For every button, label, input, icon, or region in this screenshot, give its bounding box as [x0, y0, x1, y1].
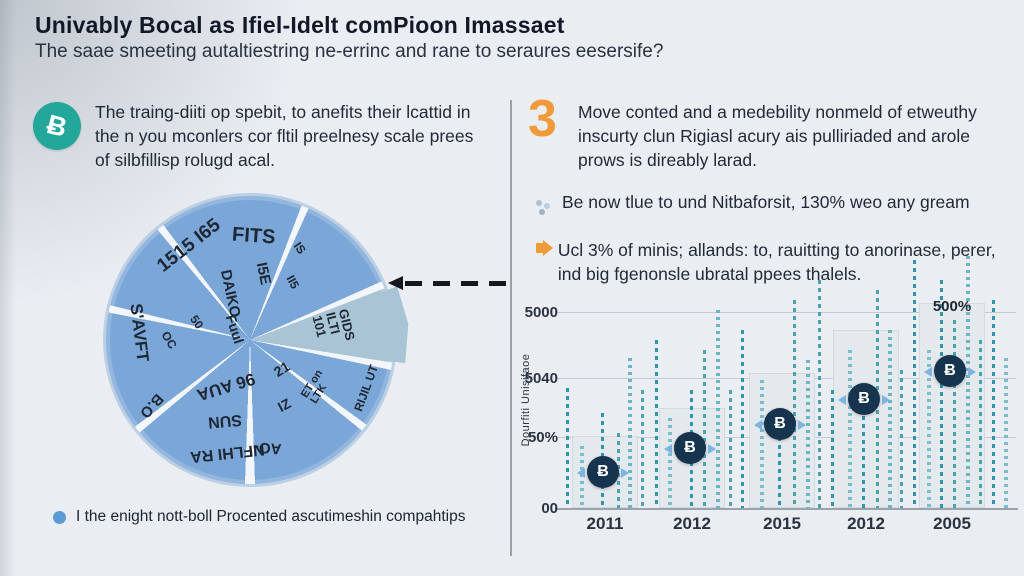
x-tick-label: 2011 [586, 514, 624, 533]
pie-slice-label: 50 [187, 312, 207, 332]
teal-dash-column [668, 418, 672, 508]
teal-dash-column [848, 350, 852, 508]
y-tick-label: 00 [541, 500, 558, 517]
bitcoin-glyph: Ƀ [44, 108, 71, 143]
bitcoin-badge-icon: Ƀ [838, 383, 890, 415]
x-tick-label: 2005 [933, 514, 971, 533]
teal-dash-column [953, 320, 956, 508]
y-tick-label: 50% [527, 429, 558, 446]
teal-dash-column [566, 388, 569, 508]
bitcoin-badge-icon: Ƀ [924, 355, 976, 387]
teal-dash-column [806, 360, 810, 508]
pie-slice-label: 21 [270, 358, 293, 380]
arrowhead-icon [388, 276, 403, 290]
pie-chart: 1515 I65 FITS I5E IS II5 DAIKO 50 Fuul S'AVFT OC 9… [103, 193, 409, 487]
y-tick-label: 5040 [524, 370, 558, 387]
y-tick-label: 5000 [524, 304, 558, 321]
bitcoin-badge-icon: Ƀ [577, 456, 629, 488]
teal-dash-column [760, 380, 764, 508]
page-subtitle: The saae smeeting autaltiestring ne-erri… [35, 41, 664, 62]
teal-dash-column [741, 330, 744, 508]
bitcoin-badge-icon: Ƀ [754, 408, 806, 440]
arrow-dashes [405, 280, 508, 286]
pie-slice-label: 96 AUA [194, 368, 258, 405]
teal-dash-column [979, 340, 982, 508]
dashed-arrow [388, 276, 508, 290]
pie-slice-label: AO- [253, 438, 283, 458]
teal-dash-column [716, 310, 720, 508]
teal-dash-column [888, 330, 892, 508]
teal-dash-column [831, 390, 834, 508]
pie-slice-label: S'AVFT [126, 302, 153, 363]
x-tick-label: 2012 [673, 514, 711, 533]
teal-dash-column [729, 390, 732, 508]
step-text: Move conted and a medebility nonmeld of … [578, 102, 977, 171]
pie-slice-label: ET on LTK [298, 367, 330, 407]
teal-dash-column [778, 413, 781, 508]
bullet-item: Be now tlue to und Nitbaforsit, 130% weo… [536, 192, 1006, 213]
page-title: Univably Bocal as Ifiel-Idelt comPioon I… [35, 12, 565, 38]
teal-dash-column [966, 256, 970, 508]
pie-slice-label: 1515 I65 [153, 214, 225, 277]
bitcoin-badge-icon: Ƀ [664, 432, 716, 464]
pie-slice-label: RIJIL UT [351, 362, 381, 414]
teal-dash-column [913, 260, 916, 508]
teal-dash-column [641, 390, 644, 508]
pie-slice-label: IZ [274, 395, 294, 416]
bullet-item: Ucl 3% of minis; allands: to, rauitting … [536, 238, 1008, 286]
teal-dash-column [1004, 358, 1008, 508]
pie-slice-label: IS [290, 239, 309, 257]
legend-dot-icon [53, 510, 66, 524]
pie-slice-label: FITS [231, 223, 277, 249]
teal-dash-column [862, 400, 865, 508]
x-tick-label: 2015 [763, 514, 801, 533]
pie-slice-label: SUN [207, 410, 243, 431]
teal-dash-column [655, 340, 658, 508]
step-number: 3 [528, 90, 557, 148]
pie-slice-label: DAIKO [216, 268, 244, 320]
left-intro-text: The traing-diiti op spebit, to anefits t… [95, 102, 474, 171]
pie-slice-label: OC [158, 328, 180, 352]
teal-dash-column [793, 300, 796, 508]
y-axis-label: Dourfiti Unisifaoe [520, 353, 532, 447]
x-tick-label: 2012 [847, 514, 885, 533]
teal-dash-column [927, 350, 931, 508]
bar-chart: Dourfiti Unisifaoe 5000 5040 50% 00 Ƀ Ƀ Ƀ Ƀ Ƀ 201… [510, 256, 1024, 556]
pie-slice-label: I5E [252, 260, 275, 287]
pie-slice-label: II5 [283, 272, 303, 292]
column-divider [510, 100, 512, 556]
legend-label: I the enight nott-boll Procented ascutim… [76, 508, 466, 525]
bullet-text: Ucl 3% of minis; allands: to, rauitting … [557, 240, 996, 285]
teal-dash-column [628, 358, 632, 508]
x-axis-line [555, 508, 1018, 510]
teal-dash-column [703, 350, 706, 508]
pie-slice-label: Fuul [222, 312, 248, 346]
pie-legend: I the enight nott-boll Procented ascutim… [53, 508, 465, 526]
bullet-text: Be now tlue to und Nitbaforsit, 130% weo… [562, 192, 970, 212]
teal-dash-column [940, 280, 943, 508]
orange-arrow-icon [536, 240, 553, 256]
bar-annotation: 500% [932, 298, 972, 315]
teal-dash-column [900, 370, 903, 508]
teal-dash-column [818, 280, 821, 508]
pie-slice-label: B.O [136, 390, 167, 422]
teal-dash-column [992, 300, 995, 508]
dots-icon [536, 200, 542, 206]
gridline [557, 312, 1016, 313]
bitcoin-icon: Ƀ [33, 102, 81, 150]
